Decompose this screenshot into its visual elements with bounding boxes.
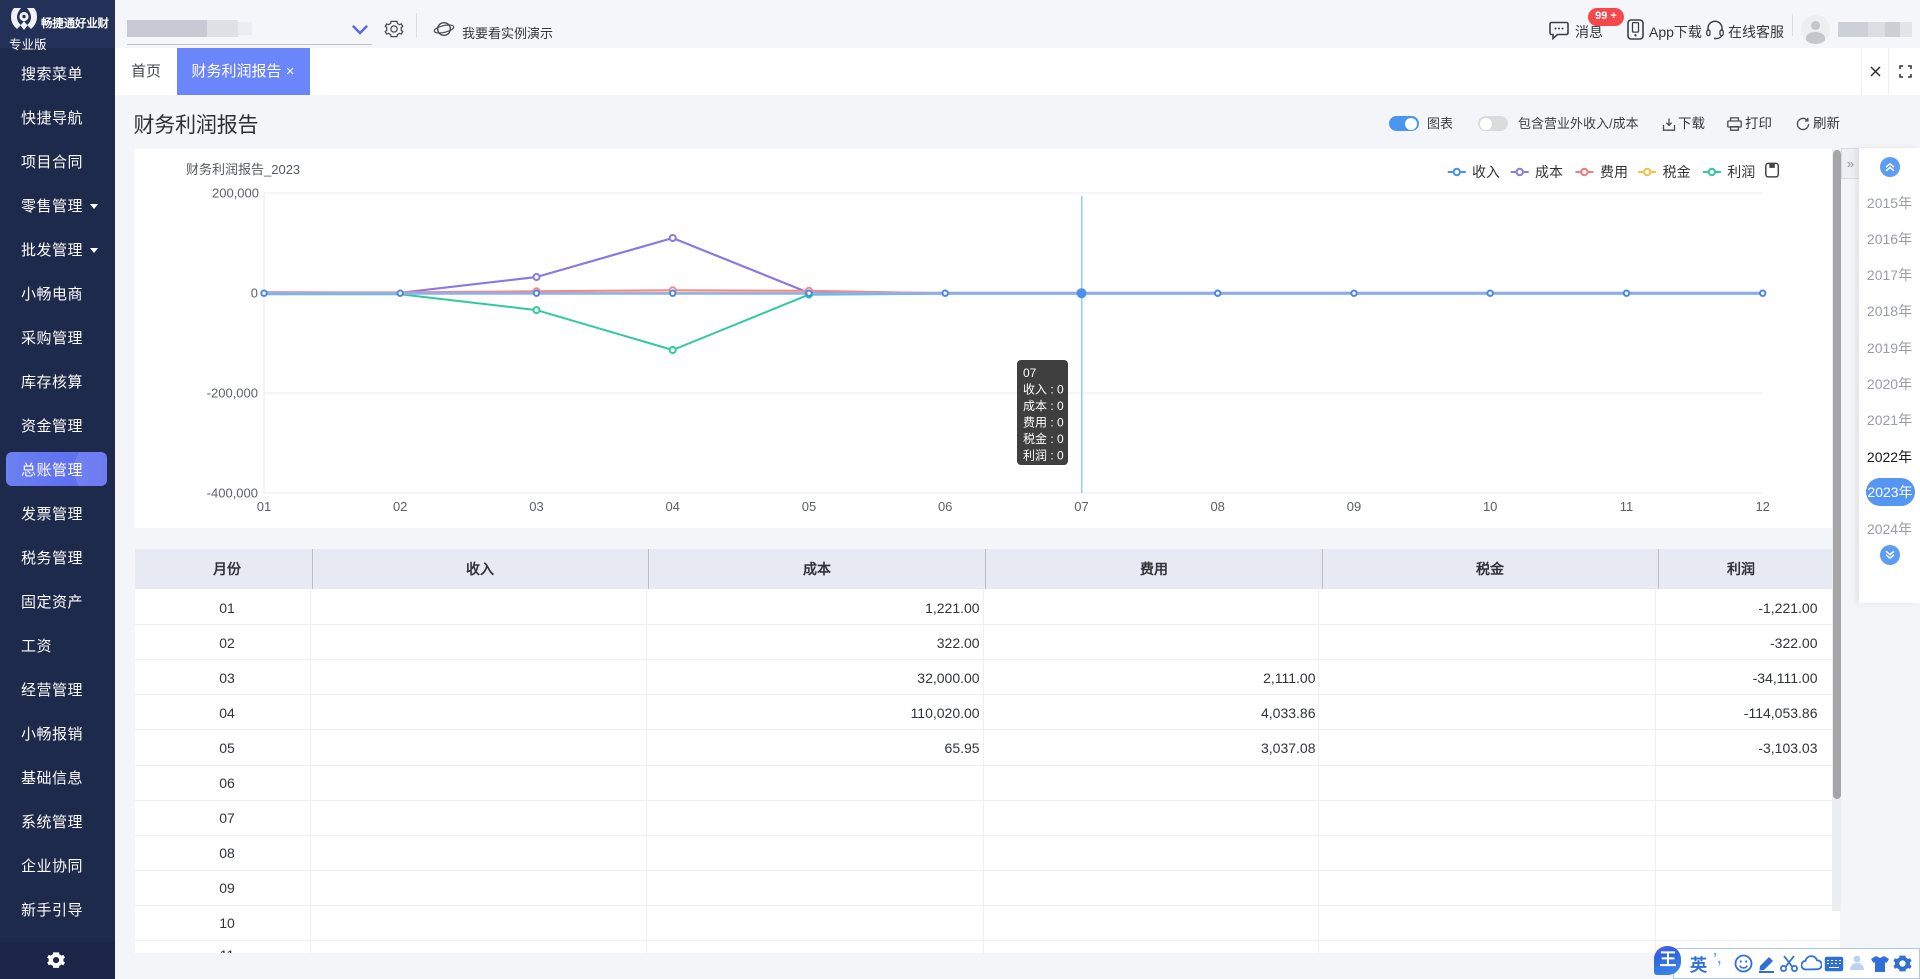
svg-text:收入: 收入 bbox=[1472, 164, 1500, 180]
svg-text:税金: 税金 bbox=[1663, 164, 1691, 180]
svg-text:成本 : 0: 成本 : 0 bbox=[1023, 399, 1064, 413]
svg-text:费用 : 0: 费用 : 0 bbox=[1023, 416, 1064, 430]
svg-text:0: 0 bbox=[251, 286, 258, 301]
svg-text:03: 03 bbox=[529, 499, 543, 514]
svg-text:成本: 成本 bbox=[1535, 164, 1563, 180]
svg-text:财务利润报告_2023: 财务利润报告_2023 bbox=[186, 162, 300, 177]
svg-text:税金 : 0: 税金 : 0 bbox=[1023, 431, 1064, 446]
svg-text:-400,000: -400,000 bbox=[207, 486, 258, 501]
svg-text:利润: 利润 bbox=[1727, 164, 1755, 180]
svg-text:利润 : 0: 利润 : 0 bbox=[1023, 449, 1064, 463]
svg-text:06: 06 bbox=[938, 499, 952, 514]
svg-text:-200,000: -200,000 bbox=[207, 386, 258, 401]
svg-text:12: 12 bbox=[1755, 499, 1769, 514]
svg-text:07: 07 bbox=[1074, 499, 1088, 514]
svg-text:11: 11 bbox=[1620, 499, 1634, 514]
svg-text:09: 09 bbox=[1347, 499, 1361, 514]
svg-text:05: 05 bbox=[802, 499, 816, 514]
svg-text:10: 10 bbox=[1483, 499, 1497, 514]
svg-text:04: 04 bbox=[665, 499, 679, 514]
svg-text:02: 02 bbox=[393, 499, 407, 514]
svg-text:收入 : 0: 收入 : 0 bbox=[1023, 383, 1064, 397]
svg-text:07: 07 bbox=[1023, 366, 1037, 380]
svg-text:01: 01 bbox=[257, 499, 271, 514]
svg-text:费用: 费用 bbox=[1600, 164, 1628, 180]
svg-text:08: 08 bbox=[1210, 499, 1224, 514]
svg-text:200,000: 200,000 bbox=[212, 186, 259, 201]
